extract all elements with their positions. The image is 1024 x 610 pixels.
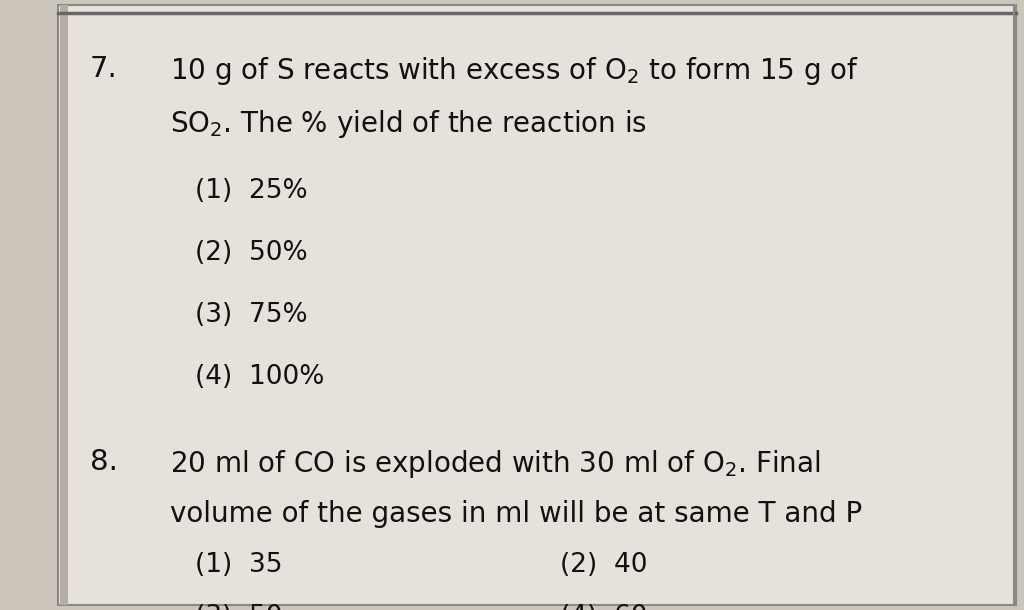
Text: (1)  35: (1) 35 [195,552,283,578]
Text: (3)  75%: (3) 75% [195,302,307,328]
Text: SO$_2$. The % yield of the reaction is: SO$_2$. The % yield of the reaction is [170,108,647,140]
Text: volume of the gases in ml will be at same T and P: volume of the gases in ml will be at sam… [170,500,862,528]
Text: (4)  60: (4) 60 [560,604,647,610]
Text: (2)  40: (2) 40 [560,552,647,578]
Text: (4)  100%: (4) 100% [195,364,325,390]
Text: 8.: 8. [90,448,118,476]
Text: 10 g of S reacts with excess of O$_2$ to form 15 g of: 10 g of S reacts with excess of O$_2$ to… [170,55,859,87]
Text: 20 ml of CO is exploded with 30 ml of O$_2$. Final: 20 ml of CO is exploded with 30 ml of O$… [170,448,820,480]
Text: (3)  50: (3) 50 [195,604,283,610]
Bar [60,5,68,605]
Text: (2)  50%: (2) 50% [195,240,307,266]
Text: (1)  25%: (1) 25% [195,178,307,204]
Text: 7.: 7. [90,55,118,83]
